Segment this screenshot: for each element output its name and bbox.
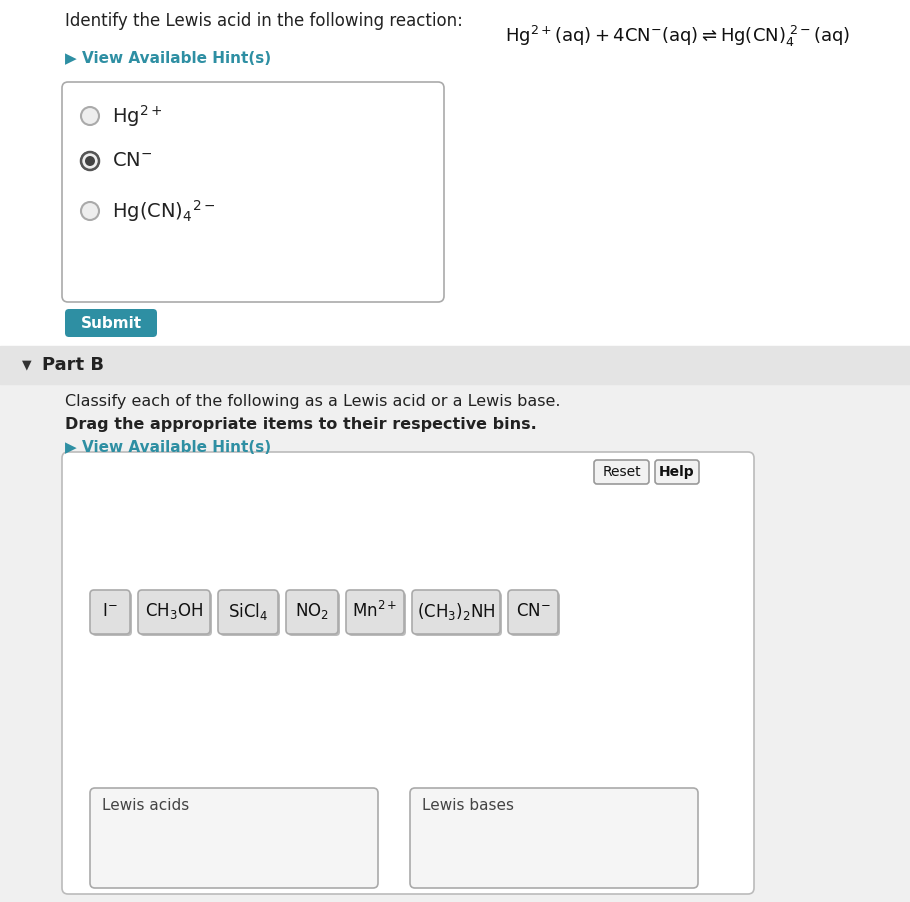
FancyBboxPatch shape <box>510 592 560 636</box>
Circle shape <box>81 107 99 125</box>
Text: NO$_2$: NO$_2$ <box>295 601 329 621</box>
FancyBboxPatch shape <box>655 460 699 484</box>
Text: CN$^{-}$: CN$^{-}$ <box>112 152 152 170</box>
Text: Help: Help <box>659 465 695 479</box>
FancyBboxPatch shape <box>410 788 698 888</box>
Bar <box>0 0 910 354</box>
FancyBboxPatch shape <box>594 460 649 484</box>
FancyBboxPatch shape <box>90 788 378 888</box>
FancyBboxPatch shape <box>348 592 406 636</box>
FancyBboxPatch shape <box>90 590 130 634</box>
Circle shape <box>81 152 99 170</box>
FancyBboxPatch shape <box>92 592 132 636</box>
FancyBboxPatch shape <box>138 590 210 634</box>
FancyBboxPatch shape <box>508 590 558 634</box>
Bar <box>0 354 910 902</box>
Circle shape <box>85 156 95 166</box>
FancyBboxPatch shape <box>218 590 278 634</box>
Text: ▼: ▼ <box>22 358 32 372</box>
Text: (CH$_3$)$_2$NH: (CH$_3$)$_2$NH <box>417 601 495 621</box>
FancyBboxPatch shape <box>62 82 444 302</box>
FancyBboxPatch shape <box>220 592 280 636</box>
Text: Lewis bases: Lewis bases <box>422 798 514 813</box>
Text: Identify the Lewis acid in the following reaction:: Identify the Lewis acid in the following… <box>65 12 463 30</box>
FancyBboxPatch shape <box>65 309 157 337</box>
Text: Hg$^{2+}$: Hg$^{2+}$ <box>112 103 163 129</box>
Text: ▶ View Available Hint(s): ▶ View Available Hint(s) <box>65 440 271 455</box>
FancyBboxPatch shape <box>140 592 212 636</box>
Circle shape <box>81 202 99 220</box>
Text: Part B: Part B <box>42 356 104 374</box>
Text: Classify each of the following as a Lewis acid or a Lewis base.: Classify each of the following as a Lewi… <box>65 394 561 409</box>
FancyBboxPatch shape <box>288 592 340 636</box>
Text: Drag the appropriate items to their respective bins.: Drag the appropriate items to their resp… <box>65 417 537 432</box>
FancyBboxPatch shape <box>346 590 404 634</box>
Text: Reset: Reset <box>602 465 641 479</box>
Text: Lewis acids: Lewis acids <box>102 798 189 813</box>
FancyBboxPatch shape <box>412 590 500 634</box>
Text: $\rm Hg^{2+}(aq) + 4CN^{-}(aq) \rightleftharpoons Hg(CN)_4^{\ 2-}(aq)$: $\rm Hg^{2+}(aq) + 4CN^{-}(aq) \rightlef… <box>505 24 850 49</box>
FancyBboxPatch shape <box>286 590 338 634</box>
Text: ▶ View Available Hint(s): ▶ View Available Hint(s) <box>65 51 271 66</box>
FancyBboxPatch shape <box>62 452 754 894</box>
Text: Mn$^{2+}$: Mn$^{2+}$ <box>352 601 398 621</box>
Bar <box>0 346 910 384</box>
Text: I$^{-}$: I$^{-}$ <box>102 602 117 620</box>
Text: Hg(CN)$_4$$^{2-}$: Hg(CN)$_4$$^{2-}$ <box>112 198 216 224</box>
Text: CH$_3$OH: CH$_3$OH <box>145 601 203 621</box>
Text: CN$^{-}$: CN$^{-}$ <box>516 602 551 620</box>
Text: SiCl$_4$: SiCl$_4$ <box>228 601 268 621</box>
FancyBboxPatch shape <box>414 592 502 636</box>
Text: Submit: Submit <box>80 316 142 330</box>
